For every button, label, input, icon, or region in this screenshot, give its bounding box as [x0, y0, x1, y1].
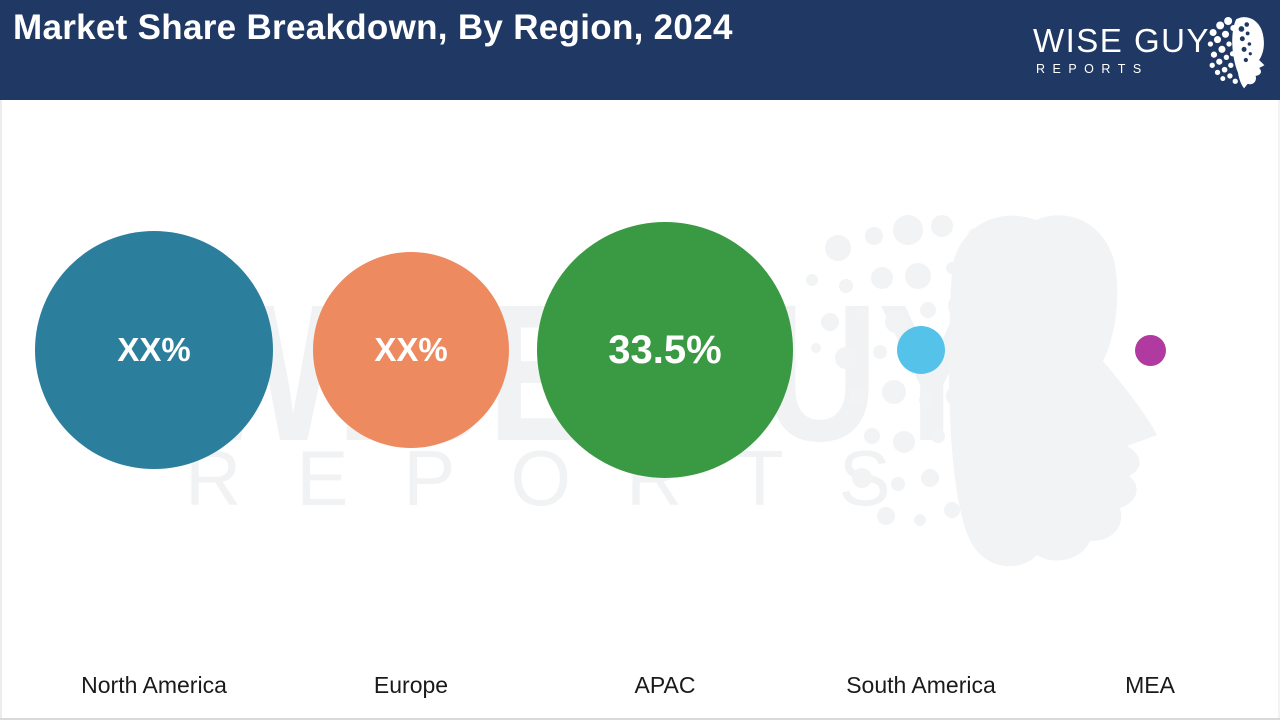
bubble-value-label: 33.5%: [608, 327, 722, 372]
category-label-europe: Europe: [373, 672, 449, 698]
bubble-apac: 33.5%: [537, 222, 793, 478]
category-label-north-america: North America: [81, 672, 227, 698]
page-title: Market Share Breakdown, By Region, 2024: [13, 8, 733, 47]
bubble-value-label: XX%: [374, 331, 448, 368]
logo-subtext: REPORTS: [1035, 62, 1149, 76]
bubble-south-america: [897, 326, 945, 374]
watermark-head-icon: [806, 215, 1157, 567]
frame-edge-bottom: [0, 718, 1280, 720]
bubble-north-america: XX%: [35, 231, 273, 469]
logo-wordmark: WISE GUY: [1032, 22, 1210, 59]
chart-area: WISE GUY REPORTS XX%XX%33.5% North Ameri…: [0, 100, 1280, 720]
bubble-value-label: XX%: [117, 331, 191, 368]
category-label-apac: APAC: [634, 672, 696, 698]
bubble-europe: XX%: [313, 252, 509, 448]
frame-edge-left: [0, 100, 2, 718]
frame-edge-right: [1278, 100, 1280, 718]
header: Market Share Breakdown, By Region, 2024 …: [0, 0, 1280, 100]
logo-text: WISE GUY REPORTS: [1033, 24, 1210, 76]
logo-head-icon: [1207, 17, 1265, 89]
brand-logo: WISE GUY REPORTS: [1033, 8, 1268, 92]
category-label-south-america: South America: [846, 672, 996, 698]
watermark-subtext: REPORTS: [185, 434, 946, 522]
category-label-mea: MEA: [1125, 672, 1175, 698]
bubble-mea: [1134, 334, 1166, 366]
